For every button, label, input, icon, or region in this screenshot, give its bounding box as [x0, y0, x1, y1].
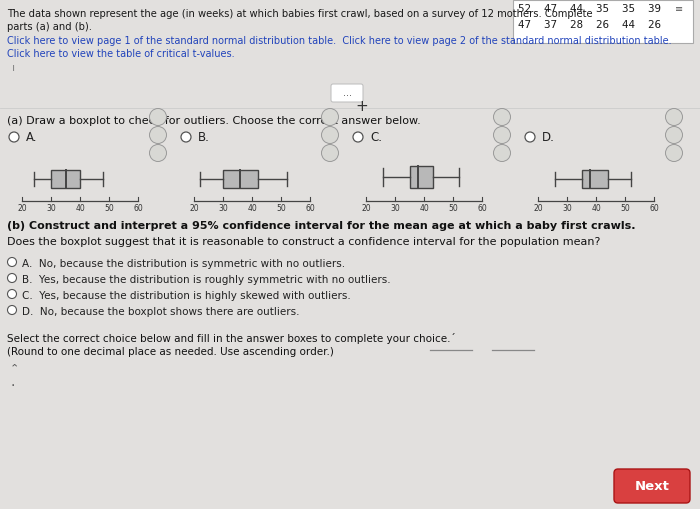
Circle shape: [8, 290, 17, 298]
Text: +: +: [356, 99, 368, 114]
Circle shape: [494, 108, 510, 126]
Text: ↗: ↗: [670, 148, 678, 158]
Circle shape: [353, 132, 363, 142]
Text: D.: D.: [542, 130, 555, 144]
Text: .: .: [10, 375, 15, 389]
Bar: [513, 0, 693, 43]
Text: ↗: ↗: [498, 148, 506, 158]
Text: B.: B.: [198, 130, 210, 144]
Circle shape: [666, 108, 682, 126]
Text: (b) Construct and interpret a 95% confidence interval for the mean age at which : (b) Construct and interpret a 95% confid…: [7, 221, 636, 231]
Text: ı: ı: [12, 63, 15, 73]
Text: 🔍: 🔍: [671, 130, 677, 139]
Text: A.  No, because the distribution is symmetric with no outliers.: A. No, because the distribution is symme…: [22, 259, 345, 269]
Text: 20: 20: [533, 204, 542, 213]
Text: 20: 20: [361, 204, 371, 213]
Text: Click here to view the table of critical t-values.: Click here to view the table of critical…: [7, 49, 234, 59]
Text: 50: 50: [448, 204, 458, 213]
Text: 50: 50: [104, 204, 114, 213]
Circle shape: [150, 127, 167, 144]
Circle shape: [321, 145, 339, 161]
Circle shape: [150, 145, 167, 161]
Text: 20: 20: [189, 204, 199, 213]
Text: 40: 40: [75, 204, 85, 213]
Text: ⌃: ⌃: [10, 363, 20, 373]
Circle shape: [666, 127, 682, 144]
Text: 🔍: 🔍: [328, 130, 332, 139]
Text: (a) Draw a boxplot to check for outliers. Choose the correct answer below.: (a) Draw a boxplot to check for outliers…: [7, 116, 421, 126]
Text: 40: 40: [247, 204, 257, 213]
Text: 60: 60: [649, 204, 659, 213]
Circle shape: [8, 305, 17, 315]
Text: 🔍: 🔍: [499, 130, 505, 139]
Text: 🔍: 🔍: [155, 130, 161, 139]
Text: 30: 30: [390, 204, 400, 213]
Circle shape: [321, 108, 339, 126]
Text: 30: 30: [218, 204, 228, 213]
Circle shape: [150, 108, 167, 126]
FancyBboxPatch shape: [331, 84, 363, 102]
Circle shape: [494, 127, 510, 144]
Text: C.: C.: [370, 130, 382, 144]
Text: The data shown represent the age (in weeks) at which babies first crawl, based o: The data shown represent the age (in wee…: [7, 9, 593, 19]
Text: D.  No, because the boxplot shows there are outliers.: D. No, because the boxplot shows there a…: [22, 307, 300, 317]
Text: Does the boxplot suggest that it is reasonable to construct a confidence interva: Does the boxplot suggest that it is reas…: [7, 237, 601, 247]
Text: 40: 40: [419, 204, 429, 213]
Text: 52  47  44  35  35  39: 52 47 44 35 35 39: [518, 4, 661, 14]
Text: 50: 50: [276, 204, 286, 213]
Text: 🔍: 🔍: [671, 112, 677, 122]
Text: Select the correct choice below and fill in the answer boxes to complete your ch: Select the correct choice below and fill…: [7, 333, 456, 344]
Text: Next: Next: [635, 479, 669, 493]
Circle shape: [494, 145, 510, 161]
Text: 30: 30: [562, 204, 572, 213]
Text: ...: ...: [342, 88, 351, 98]
Text: 50: 50: [620, 204, 630, 213]
Circle shape: [666, 145, 682, 161]
Bar: [223, 170, 258, 188]
Text: 🔍: 🔍: [499, 112, 505, 122]
Text: 30: 30: [46, 204, 56, 213]
Circle shape: [181, 132, 191, 142]
Text: ↗: ↗: [154, 148, 162, 158]
Bar: [582, 170, 608, 188]
Text: ≡: ≡: [675, 4, 683, 14]
Text: 60: 60: [305, 204, 315, 213]
Circle shape: [8, 273, 17, 282]
Bar: [51, 170, 80, 188]
Text: (Round to one decimal place as needed. Use ascending order.): (Round to one decimal place as needed. U…: [7, 347, 334, 357]
Text: ↗: ↗: [326, 148, 334, 158]
Text: 20: 20: [18, 204, 27, 213]
Text: 40: 40: [591, 204, 601, 213]
Text: parts (a) and (b).: parts (a) and (b).: [7, 22, 92, 32]
Text: Click here to view page 1 of the standard normal distribution table.  Click here: Click here to view page 1 of the standar…: [7, 36, 671, 46]
Text: C.  Yes, because the distribution is highly skewed with outliers.: C. Yes, because the distribution is high…: [22, 291, 351, 301]
Circle shape: [9, 132, 19, 142]
FancyBboxPatch shape: [614, 469, 690, 503]
Circle shape: [321, 127, 339, 144]
Text: A.: A.: [26, 130, 38, 144]
Text: 🔍: 🔍: [155, 112, 161, 122]
Text: B.  Yes, because the distribution is roughly symmetric with no outliers.: B. Yes, because the distribution is roug…: [22, 275, 391, 285]
Bar: [410, 166, 433, 188]
Text: 60: 60: [477, 204, 487, 213]
Circle shape: [525, 132, 535, 142]
Text: 60: 60: [133, 204, 143, 213]
Text: 47  37  28  26  44  26: 47 37 28 26 44 26: [518, 20, 661, 30]
Text: 🔍: 🔍: [327, 112, 333, 122]
Circle shape: [8, 258, 17, 267]
